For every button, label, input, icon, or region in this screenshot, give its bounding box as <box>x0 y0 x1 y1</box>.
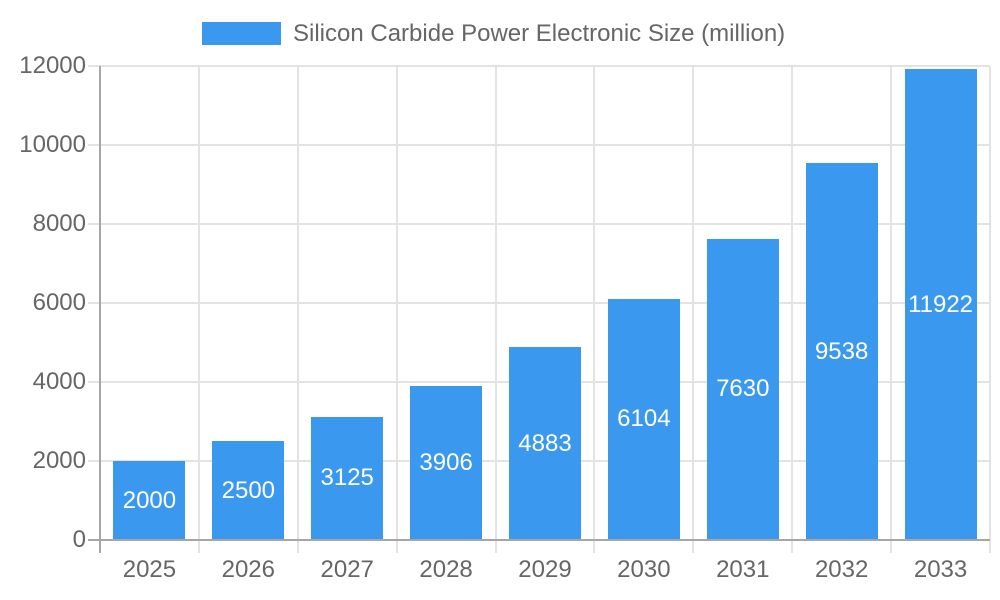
x-tick-label: 2030 <box>617 556 671 583</box>
gridline-vertical <box>890 66 893 553</box>
bar: 6104 <box>607 298 680 540</box>
gridline-vertical <box>197 66 200 553</box>
bar-value-label: 7630 <box>716 375 770 403</box>
x-tick-label: 2032 <box>814 556 869 583</box>
y-tick-label: 4000 <box>32 368 86 395</box>
bar: 2000 <box>113 461 186 540</box>
bar-value-label: 4883 <box>518 429 572 457</box>
x-tick-label: 2029 <box>518 556 572 583</box>
gridline-vertical <box>494 66 497 553</box>
y-tick-label: 0 <box>72 526 86 553</box>
y-tick-label: 8000 <box>32 210 86 237</box>
gridline-vertical <box>593 66 596 553</box>
x-axis-line <box>88 539 990 541</box>
x-tick-label: 2027 <box>320 556 374 583</box>
x-tick-label: 2028 <box>419 556 473 583</box>
x-tick-label: 2031 <box>716 556 770 583</box>
y-tick-label: 6000 <box>32 289 86 316</box>
bar-value-label: 6104 <box>617 405 671 433</box>
bar: 11922 <box>904 69 977 540</box>
x-tick-label: 2025 <box>122 556 177 583</box>
bar: 4883 <box>509 347 581 540</box>
gridline-vertical <box>791 66 794 553</box>
bar: 2500 <box>212 441 285 540</box>
bar-value-label: 3125 <box>320 464 374 492</box>
y-tick-label: 10000 <box>19 131 86 158</box>
bar-value-label: 3906 <box>419 448 473 476</box>
legend-item[interactable]: Silicon Carbide Power Electronic Size (m… <box>202 20 786 47</box>
bar: 7630 <box>706 238 779 540</box>
y-axis-line <box>99 66 101 553</box>
bar-value-label: 11922 <box>908 290 974 318</box>
bar-value-label: 2000 <box>122 486 177 514</box>
legend-label: Silicon Carbide Power Electronic Size (m… <box>293 20 786 47</box>
bar: 3906 <box>410 385 483 540</box>
bar-value-label: 9538 <box>814 337 869 365</box>
gridline-horizontal <box>88 223 990 225</box>
gridline-vertical <box>989 66 991 553</box>
gridline-horizontal <box>88 144 990 146</box>
gridline-horizontal <box>88 302 990 304</box>
bar-value-label: 2500 <box>221 476 276 504</box>
gridline-vertical <box>296 66 299 553</box>
gridline-vertical <box>692 66 695 553</box>
gridline-vertical <box>395 66 398 553</box>
y-tick-label: 2000 <box>32 447 86 474</box>
bar: 9538 <box>805 163 878 540</box>
y-tick-label: 12000 <box>19 52 86 79</box>
x-tick-label: 2026 <box>221 556 275 583</box>
x-tick-label: 2033 <box>913 556 968 583</box>
bar: 3125 <box>311 416 384 540</box>
gridline-horizontal <box>88 65 990 67</box>
legend-swatch <box>202 22 281 45</box>
